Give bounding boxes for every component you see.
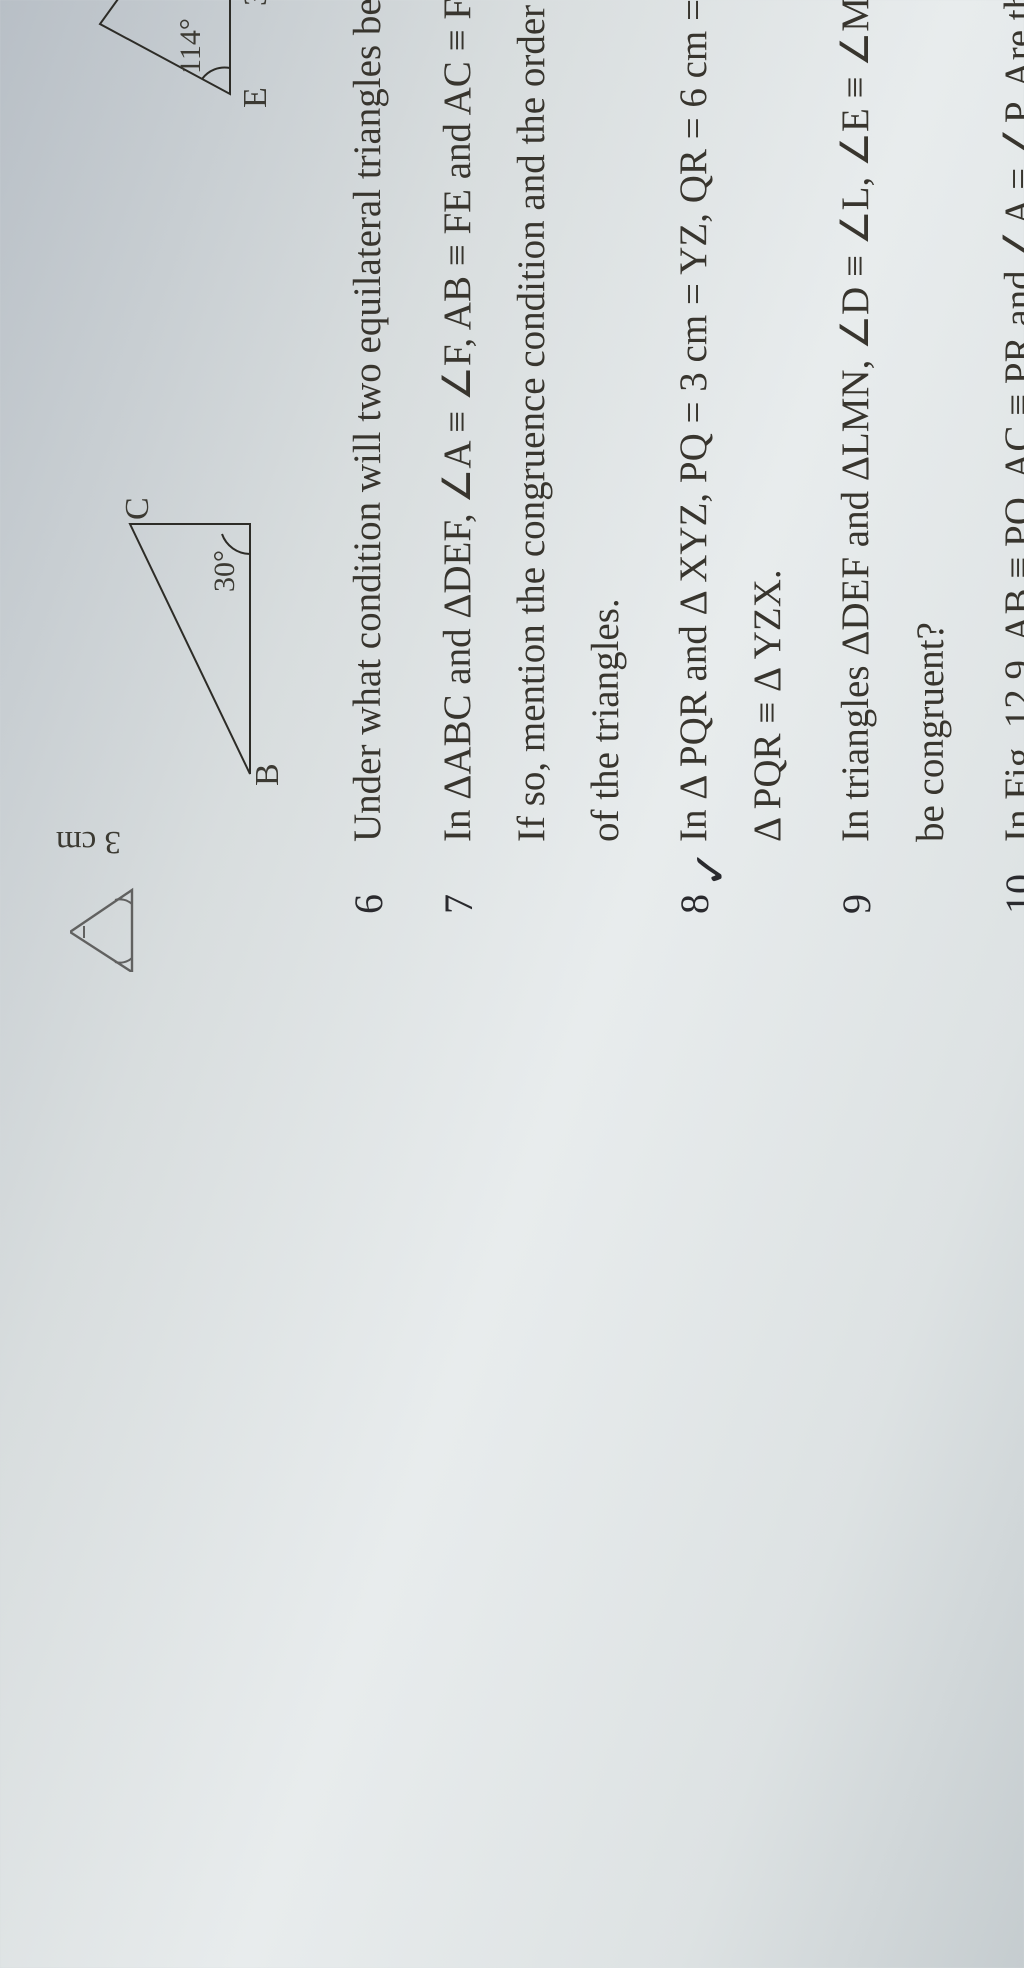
q9-line1: In triangles ΔDEF and ΔLMN, ∠D ≡ ∠L, ∠E … (819, 0, 893, 842)
q8-body: In Δ PQR and Δ XYZ, PQ = 3 cm = YZ, QR =… (657, 0, 805, 842)
vertex-B-label: B (249, 763, 280, 786)
q8-line2: Δ PQR ≡ Δ YZX. (731, 0, 805, 842)
question-9: 9 In triangles ΔDEF and ΔLMN, ∠D ≡ ∠L, ∠… (819, 0, 967, 914)
triangle-ABC-block: B C 30° (110, 494, 285, 794)
q8-line1: In Δ PQR and Δ XYZ, PQ = 3 cm = YZ, QR =… (657, 0, 731, 842)
q6-text: Under what condition will two equilatera… (331, 0, 407, 842)
top-figures-row: B C 30° 114° 36° F E 3 cm (80, 0, 285, 794)
triangle-DEF-block: 114° 36° F E 3 cm (80, 0, 285, 114)
vertex-E-label: E (237, 87, 274, 108)
questions-block: 6 Under what condition will two equilate… (331, 0, 1024, 914)
triangle-ABC-svg: B C 30° (110, 494, 280, 794)
q9-line2: be congruent? (894, 0, 968, 842)
question-6: 6 Under what condition will two equilate… (331, 0, 407, 914)
question-7: 7 In ΔABC and ΔDEF, ∠A ≡ ∠F, AB ≡ FE and… (421, 0, 643, 914)
small-triangle-svg (70, 872, 150, 972)
q9-body: In triangles ΔDEF and ΔLMN, ∠D ≡ ∠L, ∠E … (819, 0, 967, 842)
q7-line1: In ΔABC and ΔDEF, ∠A ≡ ∠F, AB ≡ FE and A… (421, 0, 495, 842)
q6-number: 6 (331, 842, 407, 914)
page-content: 3 cm B C 30° 114° 36° (0, 0, 1024, 1024)
q7-body: In ΔABC and ΔDEF, ∠A ≡ ∠F, AB ≡ FE and A… (421, 0, 643, 842)
q8-number: 8 ✓ (657, 842, 805, 914)
EF-length-label: 3 cm (238, 0, 274, 6)
annotation-small-triangle (70, 872, 155, 972)
question-10: 10 In Fig. 12.9, AB ≡ PQ, AC ≡ PR and ∠A… (982, 0, 1024, 914)
question-8: 8 ✓ In Δ PQR and Δ XYZ, PQ = 3 cm = YZ, … (657, 0, 805, 914)
q10-line1: In Fig. 12.9, AB ≡ PQ, AC ≡ PR and ∠A = … (982, 0, 1024, 842)
q9-number: 9 (819, 842, 967, 914)
vertex-C-label: C (119, 497, 156, 520)
triangle-DEF-svg: 114° 36° F E 3 cm (80, 0, 280, 114)
q7-number: 7 (421, 842, 643, 914)
left-side-3cm-label: 3 cm (56, 823, 121, 860)
q10-body: In Fig. 12.9, AB ≡ PQ, AC ≡ PR and ∠A = … (982, 0, 1024, 842)
angle-E-label: 114° (174, 18, 207, 74)
q7-line3: of the triangles. (569, 0, 643, 842)
q10-number: 10 (982, 842, 1024, 914)
q8-tick-mark: ✓ (667, 849, 754, 888)
angle-C-label: 30° (208, 550, 241, 592)
q7-line2: If so, mention the congruence condition … (495, 0, 569, 842)
